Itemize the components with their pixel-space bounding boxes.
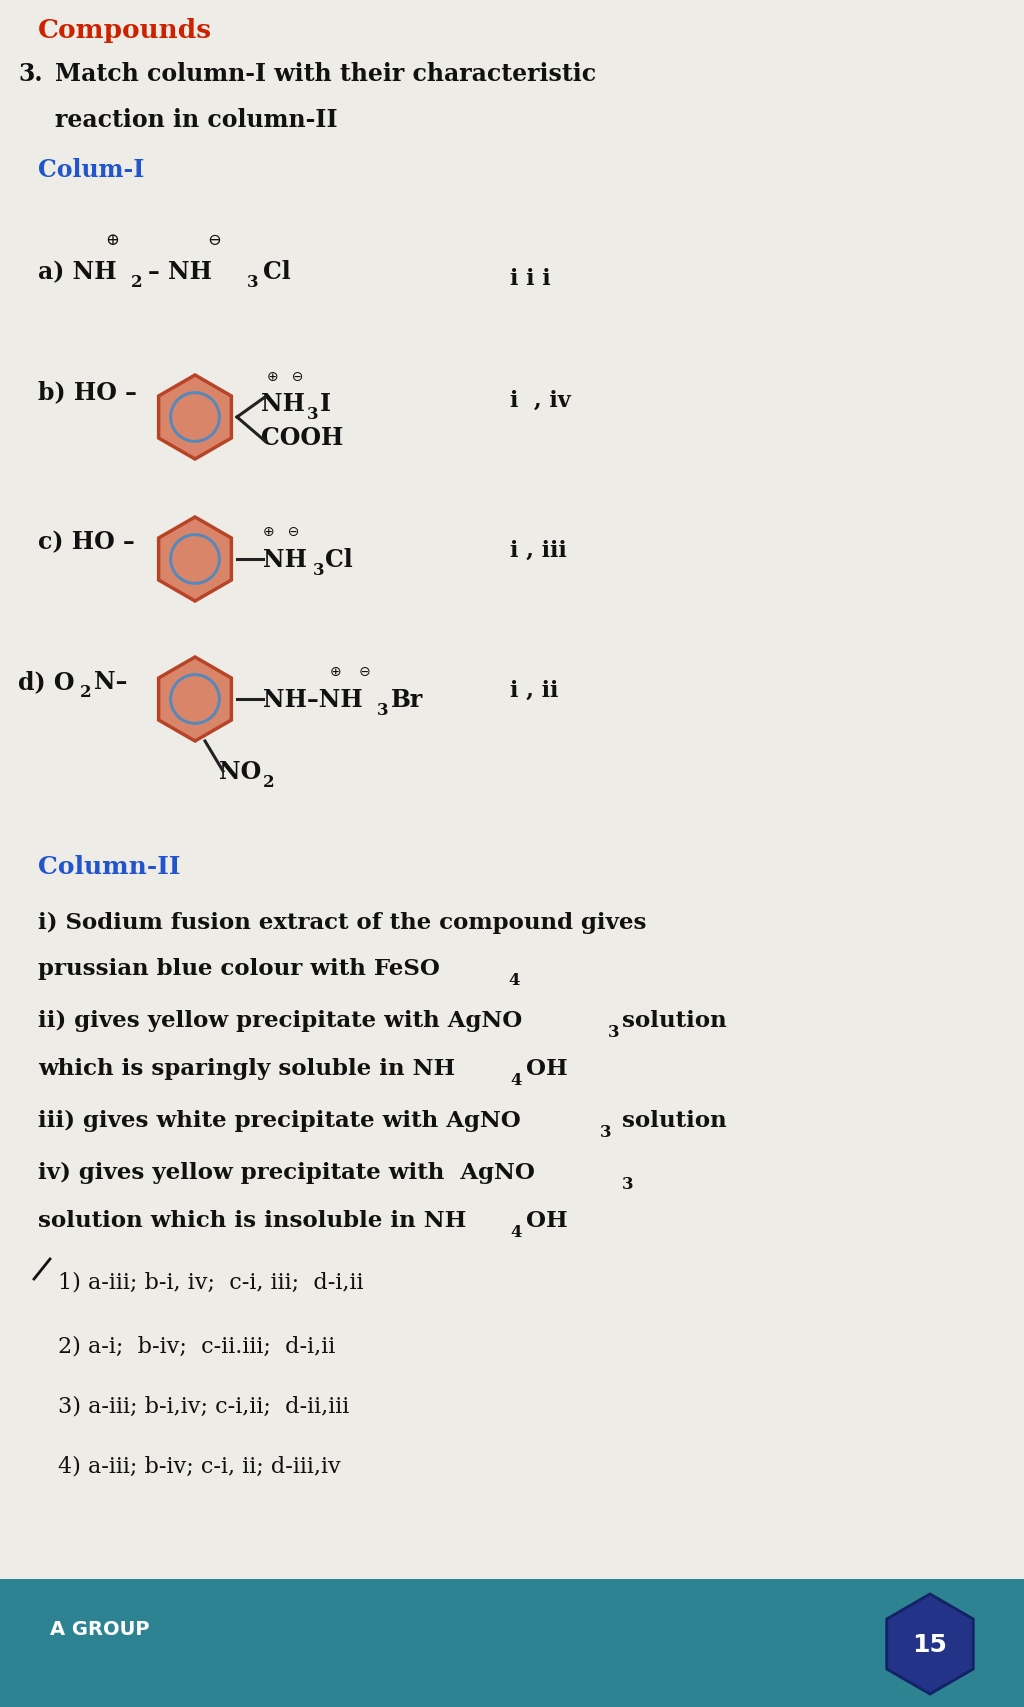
Text: Column-II: Column-II [38,855,180,879]
Text: i  , iv: i , iv [510,389,570,411]
Text: 1) a-iii; b-i, iv;  c-i, iii;  d-i,ii: 1) a-iii; b-i, iv; c-i, iii; d-i,ii [58,1272,364,1294]
Text: Compounds: Compounds [38,19,212,43]
Text: 3: 3 [600,1123,611,1140]
Text: d) O: d) O [18,669,75,693]
Text: i , ii: i , ii [510,679,558,702]
Text: 4: 4 [510,1072,521,1089]
Text: solution which is insoluble in NH: solution which is insoluble in NH [38,1209,466,1231]
Text: NH: NH [261,393,305,417]
Text: ⊕   ⊖: ⊕ ⊖ [267,370,303,384]
Text: 3: 3 [247,273,259,290]
Text: iii) gives white precipitate with AgNO: iii) gives white precipitate with AgNO [38,1110,521,1132]
Text: Br: Br [391,688,423,712]
Text: c) HO –: c) HO – [38,529,135,553]
Text: 2: 2 [263,773,274,790]
Text: 2) a-i;  b-iv;  c-ii.iii;  d-i,ii: 2) a-i; b-iv; c-ii.iii; d-i,ii [58,1335,335,1357]
Text: OH: OH [526,1057,567,1079]
Text: 2: 2 [131,273,142,290]
Text: ⊖: ⊖ [207,232,221,249]
Text: 3: 3 [307,406,318,423]
Text: 4: 4 [508,971,519,988]
Text: 15: 15 [912,1632,947,1656]
Bar [0,1579,1024,1707]
Text: solution: solution [614,1110,727,1132]
Text: i) Sodium fusion extract of the compound gives: i) Sodium fusion extract of the compound… [38,912,646,934]
Text: OH: OH [526,1209,567,1231]
Text: 4) a-iii; b-iv; c-i, ii; d-iii,iv: 4) a-iii; b-iv; c-i, ii; d-iii,iv [58,1454,341,1477]
Text: b) HO –: b) HO – [38,379,137,405]
Text: 4: 4 [510,1224,521,1241]
Text: A GROUP: A GROUP [50,1618,150,1639]
Text: I: I [319,393,331,417]
Polygon shape [159,376,231,459]
Polygon shape [159,517,231,601]
Text: ⊕    ⊖: ⊕ ⊖ [330,664,371,679]
Text: ii) gives yellow precipitate with AgNO: ii) gives yellow precipitate with AgNO [38,1009,522,1031]
Text: solution: solution [622,1009,727,1031]
Text: Match column-I with their characteristic: Match column-I with their characteristic [55,61,596,85]
Text: ⊕   ⊖: ⊕ ⊖ [263,524,299,539]
Bar [0,1579,1024,1707]
Polygon shape [887,1594,973,1693]
Text: prussian blue colour with FeSO: prussian blue colour with FeSO [38,958,440,980]
Text: COOH: COOH [261,425,343,449]
Text: iv) gives yellow precipitate with  AgNO: iv) gives yellow precipitate with AgNO [38,1161,535,1183]
Text: NH–NH: NH–NH [263,688,362,712]
Text: i , iii: i , iii [510,539,566,562]
Text: reaction in column-II: reaction in column-II [55,108,338,131]
Text: Colum-I: Colum-I [38,159,144,183]
Text: which is sparingly soluble in NH: which is sparingly soluble in NH [38,1057,455,1079]
Text: NO: NO [219,760,261,784]
Text: 3) a-iii; b-i,iv; c-i,ii;  d-ii,iii: 3) a-iii; b-i,iv; c-i,ii; d-ii,iii [58,1395,349,1417]
Text: ⊕: ⊕ [105,232,119,249]
Text: 2: 2 [80,683,91,700]
Text: a) NH: a) NH [38,259,117,283]
Text: 3.: 3. [18,61,43,85]
Text: 3: 3 [622,1176,634,1191]
Text: – NH: – NH [148,259,212,283]
Text: i i i: i i i [510,268,551,290]
Text: 3: 3 [377,702,389,719]
Text: N–: N– [94,669,127,693]
Text: NH: NH [263,548,307,572]
Text: Cl: Cl [263,259,291,283]
Text: 3: 3 [313,562,325,579]
Polygon shape [159,657,231,741]
Text: 3: 3 [608,1024,620,1040]
Text: Cl: Cl [325,548,352,572]
